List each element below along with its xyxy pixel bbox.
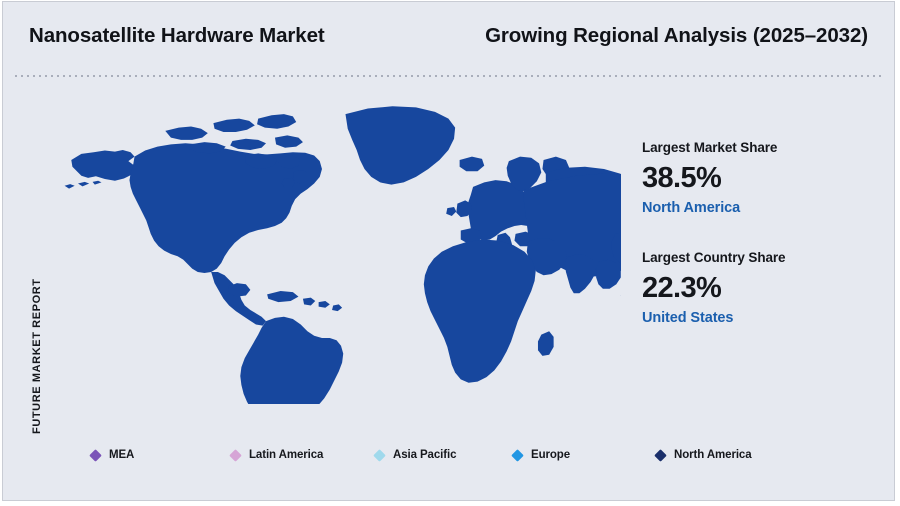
stat-country-share-label: Largest Country Share — [642, 250, 786, 265]
stats-panel: Largest Market Share 38.5% North America… — [642, 140, 877, 360]
legend-dot-icon — [654, 448, 667, 462]
legend-dot-icon — [511, 448, 524, 462]
legend-dot-icon — [229, 448, 242, 462]
world-map-svg — [64, 106, 621, 404]
stat-country-share-value: 22.3% — [642, 272, 722, 304]
stat-market-share-region: North America — [642, 200, 741, 216]
legend-label-europe: Europe — [531, 449, 571, 461]
stat-market-share-label: Largest Market Share — [642, 140, 778, 155]
world-map — [61, 94, 621, 404]
legend: MEA Latin America Asia Pacific Europe No… — [83, 448, 823, 469]
legend-dot-icon — [89, 448, 102, 462]
legend-label-north-america: North America — [674, 449, 752, 461]
header-subtitle: Growing Regional Analysis (2025–2032) — [485, 24, 868, 47]
legend-item-north-america[interactable]: North America — [654, 448, 752, 462]
legend-dot-icon — [373, 448, 386, 462]
legend-item-europe[interactable]: Europe — [511, 448, 571, 462]
stat-market-share: Largest Market Share 38.5% North America — [642, 140, 877, 216]
legend-label-latin-america: Latin America — [249, 449, 324, 461]
stat-country-share: Largest Country Share 22.3% United State… — [642, 250, 877, 326]
page-title: Nanosatellite Hardware Market — [29, 24, 325, 47]
stat-country-share-region: United States — [642, 310, 734, 326]
header: Nanosatellite Hardware Market Growing Re… — [3, 2, 894, 75]
legend-item-mea[interactable]: MEA — [89, 448, 135, 462]
map-landmasses — [64, 106, 621, 404]
stat-market-share-value: 38.5% — [642, 162, 722, 194]
legend-label-mea: MEA — [109, 449, 135, 461]
source-watermark: FUTURE MARKET REPORT — [31, 278, 43, 434]
legend-item-latin-america[interactable]: Latin America — [229, 448, 324, 462]
header-divider — [15, 75, 882, 77]
legend-item-asia-pacific[interactable]: Asia Pacific — [373, 448, 457, 462]
legend-label-asia-pacific: Asia Pacific — [393, 449, 457, 461]
